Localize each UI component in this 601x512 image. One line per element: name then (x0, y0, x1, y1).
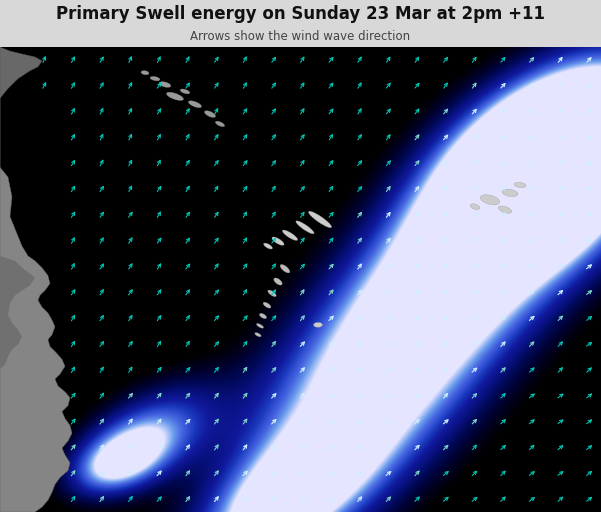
Ellipse shape (204, 111, 216, 117)
Ellipse shape (260, 313, 267, 318)
Ellipse shape (282, 230, 297, 241)
Ellipse shape (255, 333, 261, 337)
Ellipse shape (470, 204, 480, 209)
Ellipse shape (296, 221, 314, 234)
Ellipse shape (264, 243, 272, 249)
Ellipse shape (498, 206, 511, 214)
Ellipse shape (166, 92, 183, 100)
Polygon shape (0, 47, 35, 369)
Ellipse shape (189, 101, 201, 108)
Ellipse shape (280, 265, 290, 273)
Ellipse shape (268, 290, 276, 296)
Ellipse shape (141, 71, 149, 75)
Ellipse shape (257, 324, 264, 328)
Ellipse shape (180, 89, 190, 94)
Polygon shape (0, 47, 72, 512)
Text: Arrows show the wind wave direction: Arrows show the wind wave direction (191, 30, 410, 42)
Ellipse shape (308, 211, 332, 228)
Polygon shape (0, 47, 42, 98)
Ellipse shape (150, 76, 160, 81)
Ellipse shape (514, 182, 526, 187)
Ellipse shape (314, 323, 323, 327)
Ellipse shape (263, 302, 271, 308)
Ellipse shape (159, 82, 171, 88)
Ellipse shape (480, 195, 499, 205)
Ellipse shape (502, 189, 518, 197)
Ellipse shape (272, 237, 284, 245)
Ellipse shape (274, 278, 282, 285)
Ellipse shape (215, 121, 225, 126)
Text: Primary Swell energy on Sunday 23 Mar at 2pm +11: Primary Swell energy on Sunday 23 Mar at… (56, 6, 545, 24)
